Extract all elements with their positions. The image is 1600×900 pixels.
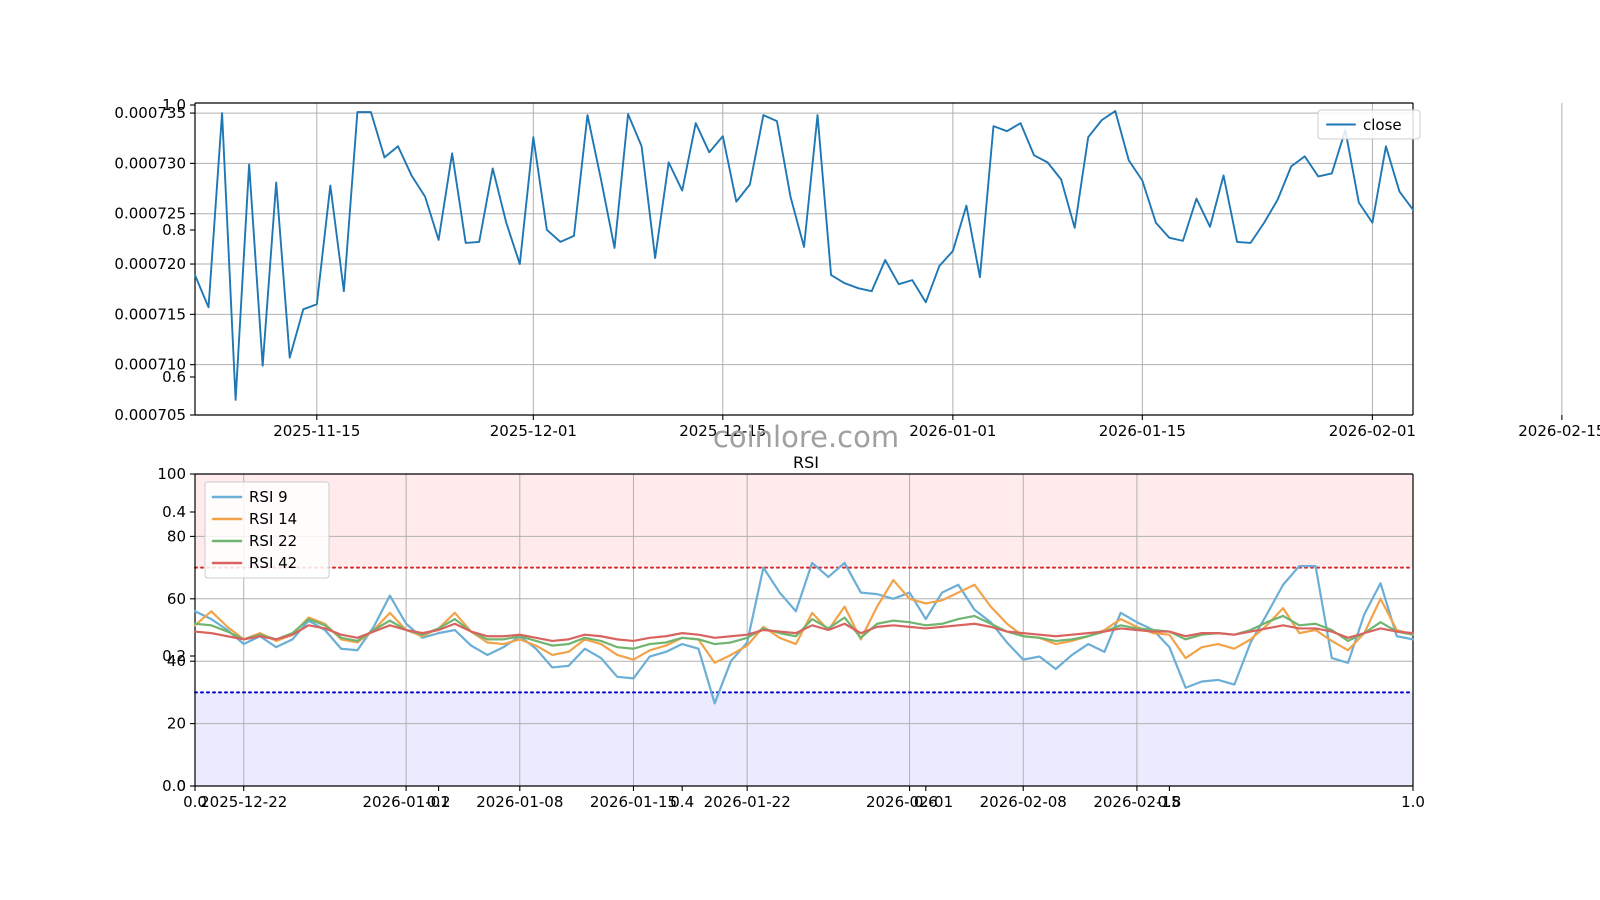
price-x-tick-label: 2026-01-15 [1099, 422, 1186, 440]
rsi-x-tick-label-secondary: 0.4 [670, 793, 694, 811]
rsi-y-tick-label: 60 [167, 590, 186, 608]
rsi-y-tick-label-secondary: 0.0 [162, 777, 186, 795]
price-series-line-close [194, 110, 1414, 401]
price-series-group [194, 110, 1414, 401]
rsi-overbought-band [195, 474, 1413, 568]
price-y-tick-label-secondary: 1.0 [162, 96, 186, 114]
watermark-text: coinlore.com [713, 420, 899, 454]
price-y-tick-label: 0.000705 [114, 406, 186, 424]
rsi-y-tick-label-secondary: 0.2 [162, 647, 186, 665]
rsi-x-tick-label-secondary: 0.8 [1157, 793, 1181, 811]
rsi-x-tick-label: 2026-02-08 [980, 793, 1067, 811]
price-y-tick-label-secondary: 0.8 [162, 221, 186, 239]
price-x-tick-label: 2026-01-01 [909, 422, 996, 440]
price-y-tick-label: 0.000735 [114, 104, 186, 122]
rsi-y-tick-label-secondary: 0.4 [162, 503, 186, 521]
rsi-x-tick-label-secondary: 0.6 [914, 793, 938, 811]
price-gridlines [195, 103, 1563, 416]
rsi-legend-label-rsi-22: RSI 22 [249, 532, 297, 550]
rsi-y-tick-label: 0 [176, 777, 186, 795]
price-x-tick-label: 2025-12-01 [490, 422, 577, 440]
price-x-tick-label: 2026-02-01 [1329, 422, 1416, 440]
rsi-legend-label-rsi-42: RSI 42 [249, 554, 297, 572]
rsi-legend-label-rsi-14: RSI 14 [249, 510, 297, 528]
rsi-series-group [193, 561, 1415, 705]
rsi-x-tick-label-secondary: 1.0 [1401, 793, 1425, 811]
price-x-tick-label: 2026-02-15 [1518, 422, 1600, 440]
price-y-tick-label: 0.000725 [114, 205, 186, 223]
rsi-chart-title: RSI [793, 453, 819, 472]
price-y-tick-label-secondary: 0.6 [162, 368, 186, 386]
rsi-x-tick-label: 2026-02-01 [866, 793, 953, 811]
rsi-y-tick-label: 20 [167, 715, 186, 733]
rsi-x-tick-label-secondary: 0.2 [427, 793, 451, 811]
price-legend-label-close: close [1363, 116, 1402, 134]
rsi-x-axis-labels-secondary: 0.0 0.2 0.4 0.6 0.8 1.0 [183, 786, 1425, 811]
price-y-axis-labels-secondary: 1.0 0.8 0.6 [162, 96, 195, 386]
rsi-x-tick-label: 2026-01-15 [590, 793, 677, 811]
rsi-x-tick-label: 2026-01-08 [476, 793, 563, 811]
rsi-y-axis-labels-primary: 0 20 40 60 80 100 [157, 465, 195, 795]
price-y-tick-label: 0.000720 [114, 255, 186, 273]
price-y-tick-label: 0.000715 [114, 305, 186, 323]
rsi-x-tick-label: 2026-01-01 [363, 793, 450, 811]
price-x-tick-label: 2025-12-15 [679, 422, 766, 440]
rsi-y-tick-label: 100 [157, 465, 186, 483]
rsi-bands [195, 474, 1413, 786]
price-legend: close [1317, 109, 1421, 140]
price-legend-box [1317, 109, 1421, 140]
rsi-series-line-rsi-9 [193, 561, 1415, 705]
rsi-x-tick-label-secondary: 0.0 [183, 793, 207, 811]
rsi-x-axis-labels: 2025-12-22 2026-01-01 2026-01-08 2026-01-15… [200, 786, 1181, 811]
rsi-oversold-band [195, 692, 1413, 786]
price-chart-panel: 0.000705 0.000710 0.000715 0.000720 0.000725… [114, 96, 1600, 440]
price-y-tick-label: 0.000710 [114, 356, 186, 374]
rsi-y-axis-labels-secondary: 0.4 0.2 0.0 [162, 503, 195, 795]
rsi-series-line-rsi-42 [193, 622, 1415, 643]
price-x-axis-labels: 2025-11-15 2025-12-01 2025-12-15 2026-01-01… [273, 415, 1600, 440]
rsi-threshold-lines [194, 566, 1414, 694]
price-x-tick-label: 2025-11-15 [273, 422, 360, 440]
rsi-legend: RSI 9 RSI 14 RSI 22 RSI 42 [204, 481, 330, 579]
rsi-x-tick-label: 2026-02-15 [1093, 793, 1180, 811]
rsi-y-tick-label: 40 [167, 652, 186, 670]
rsi-y-tick-label: 80 [167, 527, 186, 545]
rsi-legend-box [204, 481, 330, 579]
rsi-legend-label-rsi-9: RSI 9 [249, 488, 288, 506]
rsi-x-tick-label: 2025-12-22 [200, 793, 287, 811]
rsi-x-tick-label: 2026-01-22 [704, 793, 791, 811]
price-y-axis-labels-primary: 0.000705 0.000710 0.000715 0.000720 0.000725… [114, 104, 195, 424]
price-y-tick-label: 0.000730 [114, 154, 186, 172]
